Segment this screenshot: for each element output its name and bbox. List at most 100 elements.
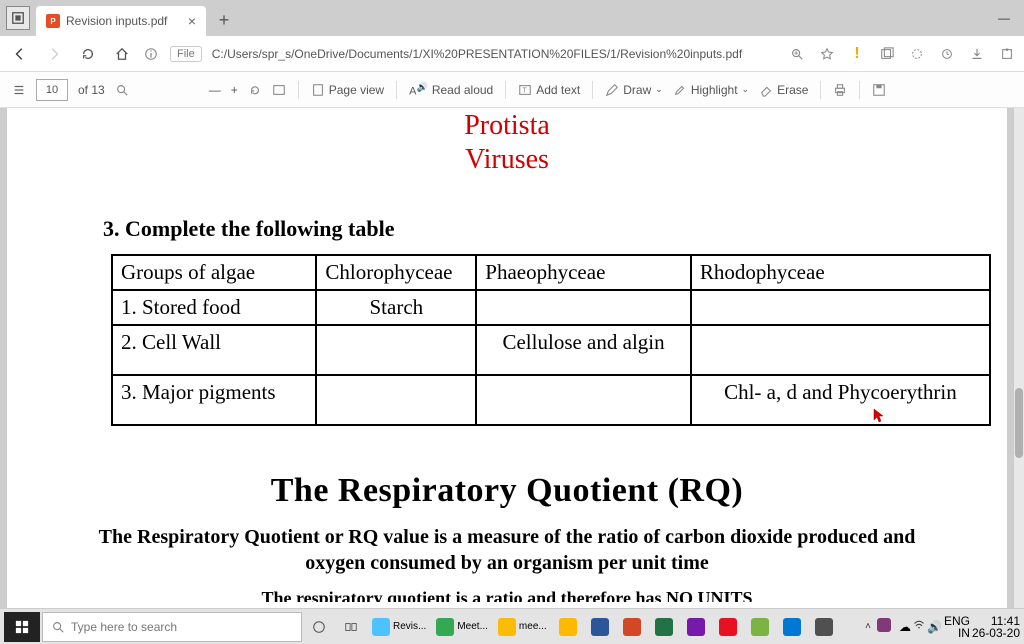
cell: Groups of algae <box>112 255 316 290</box>
favorite-icon[interactable] <box>816 43 838 65</box>
taskbar-app[interactable] <box>713 612 743 642</box>
addressbar: File C:/Users/spr_s/OneDrive/Documents/1… <box>0 36 1024 72</box>
onenote-icon[interactable] <box>877 618 891 635</box>
scrollbar-thumb[interactable] <box>1015 388 1023 458</box>
arrow-left-icon <box>13 47 27 61</box>
start-button[interactable] <box>4 612 40 642</box>
cell <box>316 375 476 425</box>
window-controls: — <box>998 11 1018 25</box>
page-view-button[interactable]: Page view <box>311 83 384 97</box>
onedrive-icon[interactable]: ☁ <box>899 620 911 634</box>
list-icon <box>12 83 26 97</box>
taskbar-app[interactable]: mee... <box>494 613 551 641</box>
windows-icon <box>15 620 29 634</box>
tab-actions-button[interactable] <box>6 6 30 30</box>
sync-icon[interactable] <box>906 43 928 65</box>
minimize-button[interactable]: — <box>998 11 1010 25</box>
clock-block[interactable]: 11:41 26-03-20 <box>972 615 1020 639</box>
page-view-icon <box>311 83 325 97</box>
table-row: 2. Cell Wall Cellulose and algin <box>112 325 990 375</box>
home-button[interactable] <box>108 40 136 68</box>
zoom-in-button[interactable]: + <box>231 83 238 97</box>
cell <box>316 325 476 375</box>
save-button[interactable] <box>872 83 886 97</box>
contents-button[interactable] <box>12 83 26 97</box>
print-icon <box>833 83 847 97</box>
taskbar-app[interactable] <box>809 612 839 642</box>
print-button[interactable] <box>833 83 847 97</box>
highlight-label: Highlight <box>691 83 738 97</box>
text-icon: T <box>518 83 532 97</box>
rq-title: The Respiratory Quotient (RQ) <box>47 472 967 510</box>
pdf-viewport[interactable]: Protista Viruses 3. Complete the followi… <box>0 108 1014 608</box>
erase-button[interactable]: Erase <box>759 83 808 97</box>
rq-note: The respiratory quotient is a ratio and … <box>47 588 967 602</box>
read-aloud-button[interactable]: A🔊 Read aloud <box>409 82 493 98</box>
zoom-out-button[interactable]: — <box>209 83 221 97</box>
browser-tab[interactable]: P Revision inputs.pdf × <box>36 6 206 36</box>
cell: 3. Major pigments <box>112 375 316 425</box>
cell: Rhodophyceae <box>691 255 990 290</box>
page-total-label: of 13 <box>78 83 105 97</box>
cell <box>476 290 691 325</box>
pdf-toolbar: 10 of 13 — + Page view A🔊 Read aloud TAd… <box>0 72 1024 108</box>
cell: Starch <box>316 290 476 325</box>
taskbar-app[interactable] <box>585 612 615 642</box>
close-tab-icon[interactable]: × <box>188 13 196 29</box>
home-icon <box>115 47 129 61</box>
lang-block[interactable]: ENG IN <box>944 615 970 639</box>
taskbar-app[interactable] <box>617 612 647 642</box>
new-tab-button[interactable]: + <box>210 6 238 34</box>
extensions-icon[interactable] <box>996 43 1018 65</box>
pen-icon <box>605 83 619 97</box>
zoom-icon[interactable] <box>786 43 808 65</box>
taskbar-app[interactable]: Meet... <box>432 613 492 641</box>
eraser-icon <box>759 83 773 97</box>
tray-chevron[interactable]: ˄ <box>865 621 871 632</box>
rotate-button[interactable] <box>248 83 262 97</box>
table-row: Groups of algae Chlorophyceae Phaeophyce… <box>112 255 990 290</box>
highlight-button[interactable]: Highlight ⌄ <box>673 83 749 97</box>
cortana-button[interactable] <box>304 612 334 642</box>
volume-icon[interactable]: 🔊 <box>927 620 942 634</box>
alert-icon[interactable]: ! <box>846 43 868 65</box>
taskbar-app[interactable] <box>777 612 807 642</box>
heading-protista: Protista <box>47 108 967 142</box>
wifi-icon[interactable] <box>913 619 925 634</box>
taskbar-app[interactable] <box>553 612 583 642</box>
taskbar-app[interactable] <box>745 612 775 642</box>
page-number-input[interactable]: 10 <box>36 79 68 101</box>
url-text[interactable]: C:/Users/spr_s/OneDrive/Documents/1/XI%2… <box>212 47 780 61</box>
add-text-button[interactable]: TAdd text <box>518 83 580 97</box>
task-view-button[interactable] <box>336 612 366 642</box>
cell: Chlorophyceae <box>316 255 476 290</box>
cell: Chl- a, d and Phycoerythrin <box>691 375 990 425</box>
search-placeholder: Type here to search <box>71 620 177 634</box>
tab-title: Revision inputs.pdf <box>66 14 182 28</box>
downloads-icon[interactable] <box>966 43 988 65</box>
taskbar-app[interactable] <box>649 612 679 642</box>
taskbar-app[interactable]: Revis... <box>368 613 430 641</box>
cell: Phaeophyceae <box>476 255 691 290</box>
pdf-favicon: P <box>46 14 60 28</box>
draw-label: Draw <box>623 83 651 97</box>
rotate-icon <box>248 83 262 97</box>
rq-body: The Respiratory Quotient or RQ value is … <box>47 524 967 576</box>
history-icon[interactable] <box>936 43 958 65</box>
taskbar-app[interactable] <box>681 612 711 642</box>
svg-text:T: T <box>523 87 528 94</box>
find-button[interactable] <box>115 83 129 97</box>
collections-icon[interactable] <box>876 43 898 65</box>
cell: 2. Cell Wall <box>112 325 316 375</box>
vertical-scrollbar[interactable] <box>1014 108 1024 608</box>
refresh-button[interactable] <box>74 40 102 68</box>
fit-button[interactable] <box>272 83 286 97</box>
draw-button[interactable]: Draw ⌄ <box>605 83 663 97</box>
forward-button[interactable] <box>40 40 68 68</box>
save-icon <box>872 83 886 97</box>
addressbar-right: ! <box>786 43 1018 65</box>
site-info-button[interactable] <box>142 40 160 68</box>
back-button[interactable] <box>6 40 34 68</box>
refresh-icon <box>81 47 95 61</box>
taskbar-search[interactable]: Type here to search <box>42 612 302 642</box>
